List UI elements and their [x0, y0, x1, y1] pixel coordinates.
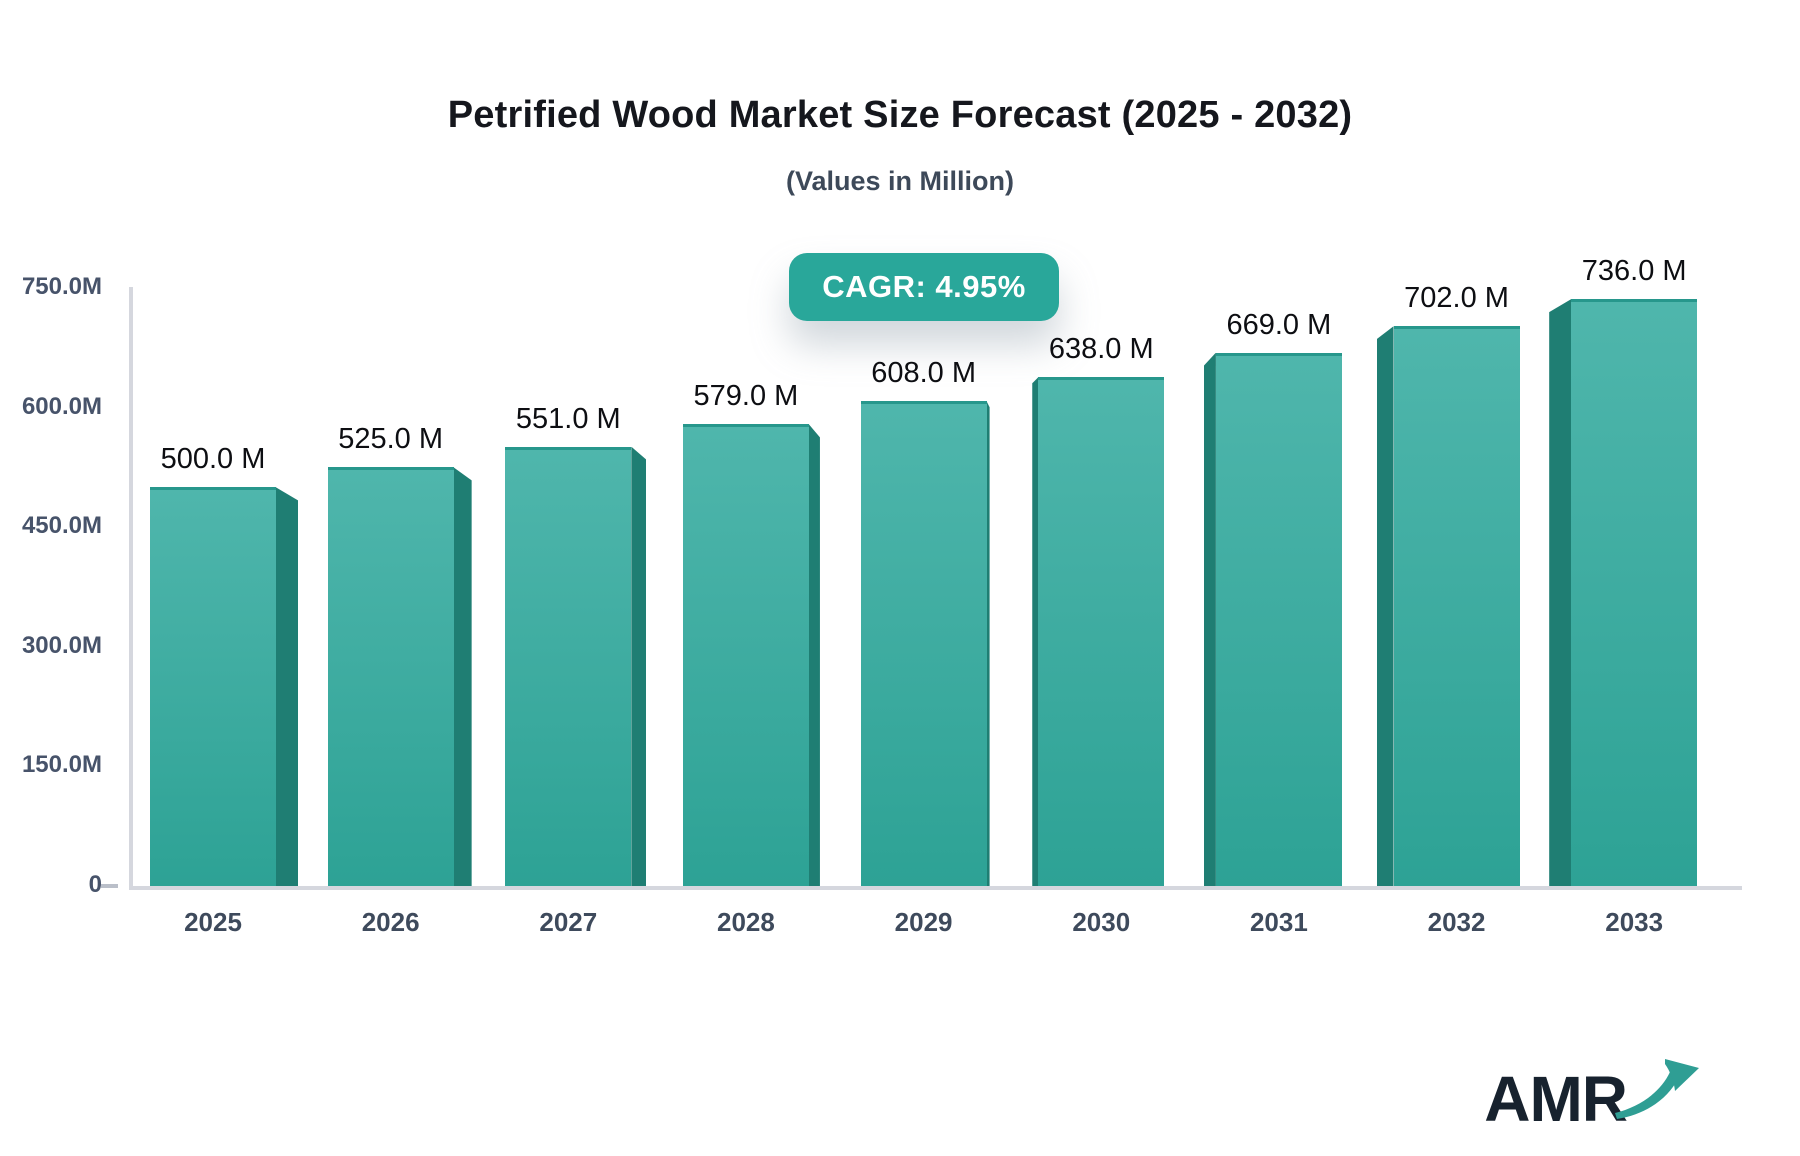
y-axis-line [129, 287, 133, 889]
y-axis-label: 600.0M [21, 392, 102, 420]
bar-3d-side [1376, 326, 1394, 886]
bar-3d-side [1032, 377, 1039, 886]
bar-value-label: 525.0 M [338, 423, 444, 456]
bar-3d-side [631, 446, 647, 886]
bar-value-label: 500.0 M [160, 443, 266, 476]
growth-arrow-icon [1615, 1059, 1699, 1119]
bar [1571, 299, 1698, 886]
bar-value-label: 638.0 M [1048, 333, 1154, 366]
x-axis-label: 2033 [1605, 907, 1664, 937]
amr-logo: AMR [1484, 1055, 1705, 1131]
y-axis-label: 450.0M [21, 512, 102, 540]
bar-value-label: 579.0 M [693, 380, 799, 413]
x-axis-label: 2025 [184, 907, 242, 937]
bar-value-label: 551.0 M [515, 402, 621, 435]
x-axis-label: 2032 [1427, 907, 1486, 937]
bar-3d-side [1549, 299, 1572, 886]
bar [682, 424, 809, 886]
bar-3d-side [986, 401, 990, 886]
bar [860, 401, 987, 886]
bar [1393, 326, 1520, 886]
bar [327, 467, 454, 886]
bar-3d-side [276, 487, 298, 886]
bar [1215, 352, 1342, 886]
x-axis-label: 2027 [539, 907, 598, 937]
y-axis-label: 300.0M [21, 631, 102, 659]
bar-value-label: 702.0 M [1404, 282, 1509, 315]
x-axis-label: 2026 [361, 907, 420, 937]
bar [150, 487, 276, 886]
chart-subtitle: (Values in Million) [785, 166, 1015, 196]
x-axis-label: 2031 [1249, 907, 1308, 937]
bar-3d-side [453, 467, 472, 886]
amr-logo-text: AMR [1484, 1063, 1628, 1135]
y-axis-label: 150.0M [21, 751, 102, 779]
cagr-badge: CAGR: 4.95% [789, 253, 1059, 321]
x-axis-label: 2030 [1072, 907, 1131, 937]
bar-value-label: 736.0 M [1581, 255, 1687, 288]
bar-3d-side [1203, 352, 1216, 886]
x-axis-label: 2028 [717, 907, 775, 937]
x-axis-line [129, 886, 1742, 890]
x-axis-label: 2029 [894, 907, 953, 937]
zero-tick-mark [101, 884, 118, 888]
bar-3d-side [808, 424, 820, 886]
y-axis-label: 0 [88, 871, 102, 898]
bar-value-label: 669.0 M [1226, 308, 1332, 341]
chart-title: Petrified Wood Market Size Forecast (202… [447, 94, 1353, 136]
bar-value-label: 608.0 M [871, 357, 976, 390]
y-axis-label: 750.0M [21, 273, 102, 300]
bar [1038, 377, 1165, 886]
bar [505, 446, 632, 886]
